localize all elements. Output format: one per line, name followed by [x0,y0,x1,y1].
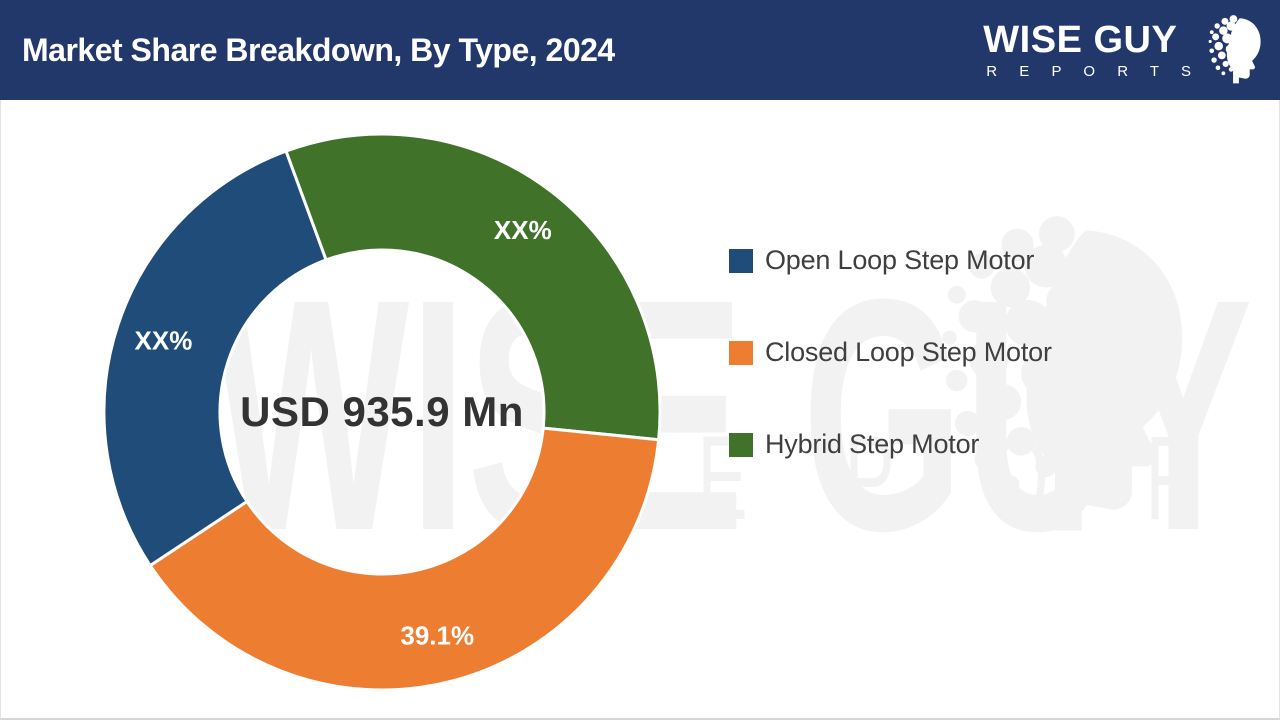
watermark-text-2: R E P O R T S [546,411,1279,545]
brand-face-icon [1204,8,1266,92]
legend-swatch-closed-loop [729,340,753,365]
donut-chart: XX% 39.1% XX% USD 935.9 Mn [82,112,682,712]
legend-item-open-loop: Open Loop Step Motor [729,245,1052,276]
brand-subtitle: R E P O R T S [986,62,1200,80]
chart-stage: WISE GUY R E P O R T S XX%39.1%XX% USD 9… [0,100,1280,720]
header: Market Share Breakdown, By Type, 2024 WI… [0,0,1280,100]
legend-label: Closed Loop Step Motor [765,337,1052,367]
legend-swatch-open-loop [729,248,753,273]
legend-item-closed-loop: Closed Loop Step Motor [729,337,1052,368]
legend: Open Loop Step Motor Closed Loop Step Mo… [729,245,1052,460]
slice-label-0: XX% [494,215,552,245]
brand-name: WISE GUY [983,18,1178,61]
donut-slice-0 [284,132,662,442]
slice-label-2: XX% [135,325,193,355]
donut-slice-1 [148,426,661,692]
legend-label: Hybrid Step Motor [765,429,980,459]
brand-logo-text: WISE GUY R E P O R T S [983,21,1200,80]
donut-slice-2 [102,149,328,568]
donut-svg: XX% 39.1% XX% [102,132,662,692]
page-title: Market Share Breakdown, By Type, 2024 [22,31,615,68]
slice-label-1: 39.1% [400,620,474,650]
legend-label: Open Loop Step Motor [765,245,1035,275]
center-value-label: USD 935.9 Mn [240,388,524,435]
brand-logo: WISE GUY R E P O R T S [983,8,1266,92]
legend-item-hybrid: Hybrid Step Motor [729,429,1052,460]
legend-swatch-hybrid [729,432,753,457]
